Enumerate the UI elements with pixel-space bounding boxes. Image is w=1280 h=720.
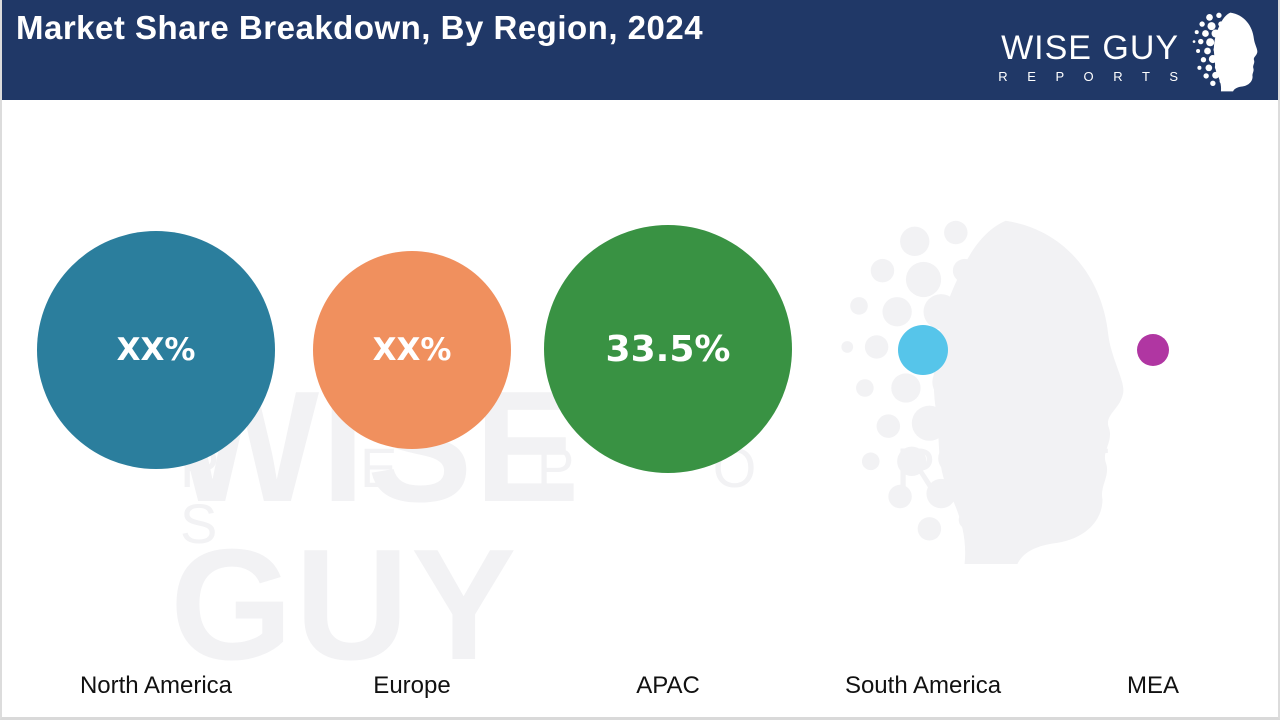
- logo-subtitle: R E P O R T S: [998, 68, 1186, 84]
- region-label-europe: Europe: [373, 672, 451, 699]
- region-label-north-america: North America: [79, 672, 233, 699]
- bubble-europe: XX%: [313, 251, 511, 449]
- bubble-value-label: 33.5%: [605, 328, 731, 370]
- bubble-mea: [1137, 334, 1169, 366]
- region-label-apac: APAC: [636, 672, 700, 699]
- watermark-head-icon: [807, 212, 1175, 564]
- bubble-value-label: XX%: [116, 332, 196, 368]
- logo-text: WISE GUY R E P O R T S: [994, 31, 1186, 84]
- chart-title: Market Share Breakdown, By Region, 2024: [16, 9, 704, 46]
- bubble-apac: 33.5%: [544, 225, 792, 473]
- bubble-north-america: XX%: [37, 231, 275, 469]
- head-profile-icon: [1190, 10, 1264, 92]
- bubble-value-label: XX%: [372, 332, 452, 368]
- region-label-south-america: South America: [844, 672, 1002, 699]
- wise-guy-logo: WISE GUY R E P O R T S: [994, 0, 1278, 92]
- header: Market Share Breakdown, By Region, 2024 …: [2, 0, 1278, 100]
- bubble-south-america: [898, 325, 948, 375]
- region-label-mea: MEA: [1126, 672, 1180, 699]
- logo-wordmark: WISE GUY: [1001, 28, 1180, 67]
- bubble-chart: WISE GUY R E P O R T S XX% XX% 33.5% Nor…: [2, 100, 1280, 720]
